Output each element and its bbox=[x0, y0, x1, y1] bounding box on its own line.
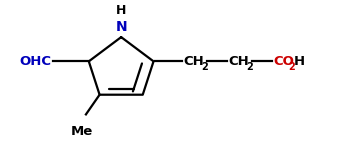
Text: Me: Me bbox=[71, 125, 93, 138]
Text: OHC: OHC bbox=[19, 55, 51, 68]
Text: 2: 2 bbox=[289, 62, 296, 72]
Text: 2: 2 bbox=[202, 62, 208, 72]
Text: CH: CH bbox=[183, 55, 204, 68]
Text: H: H bbox=[116, 4, 126, 17]
Text: 2: 2 bbox=[247, 62, 253, 72]
Text: CH: CH bbox=[228, 55, 249, 68]
Text: CO: CO bbox=[273, 55, 294, 68]
Text: H: H bbox=[294, 55, 305, 68]
Text: N: N bbox=[116, 20, 127, 34]
